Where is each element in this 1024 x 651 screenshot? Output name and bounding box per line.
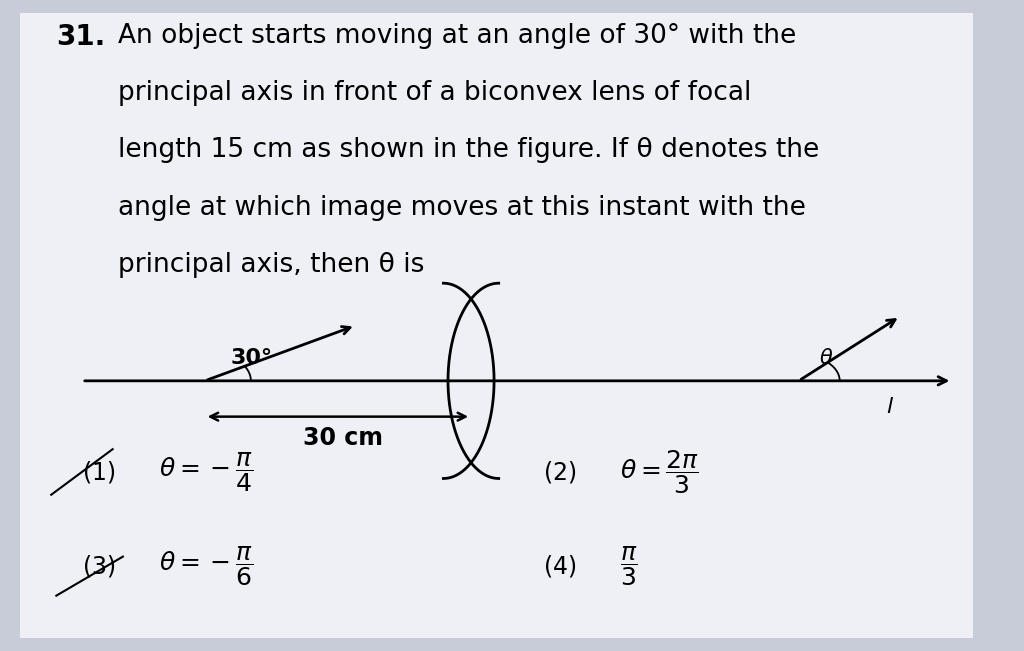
Text: l: l: [886, 397, 892, 417]
Text: An object starts moving at an angle of 30° with the: An object starts moving at an angle of 3…: [118, 23, 796, 49]
Text: $(4)$: $(4)$: [543, 553, 577, 579]
Text: 31.: 31.: [56, 23, 105, 51]
Text: $(3)$: $(3)$: [82, 553, 116, 579]
Text: $\theta = \dfrac{2\pi}{3}$: $\theta = \dfrac{2\pi}{3}$: [620, 448, 698, 496]
FancyBboxPatch shape: [20, 13, 973, 638]
Text: $\theta = -\dfrac{\pi}{4}$: $\theta = -\dfrac{\pi}{4}$: [159, 450, 253, 494]
Text: angle at which image moves at this instant with the: angle at which image moves at this insta…: [118, 195, 806, 221]
Text: principal axis, then θ is: principal axis, then θ is: [118, 252, 424, 278]
Text: θ: θ: [819, 348, 831, 368]
Text: $\theta = -\dfrac{\pi}{6}$: $\theta = -\dfrac{\pi}{6}$: [159, 544, 253, 589]
Text: $(1)$: $(1)$: [82, 459, 116, 485]
Text: 30 cm: 30 cm: [303, 426, 383, 450]
Text: $(2)$: $(2)$: [543, 459, 577, 485]
Text: principal axis in front of a biconvex lens of focal: principal axis in front of a biconvex le…: [118, 80, 752, 106]
Text: $\dfrac{\pi}{3}$: $\dfrac{\pi}{3}$: [620, 544, 637, 589]
Text: length 15 cm as shown in the figure. If θ denotes the: length 15 cm as shown in the figure. If …: [118, 137, 819, 163]
Text: 30°: 30°: [230, 348, 272, 368]
